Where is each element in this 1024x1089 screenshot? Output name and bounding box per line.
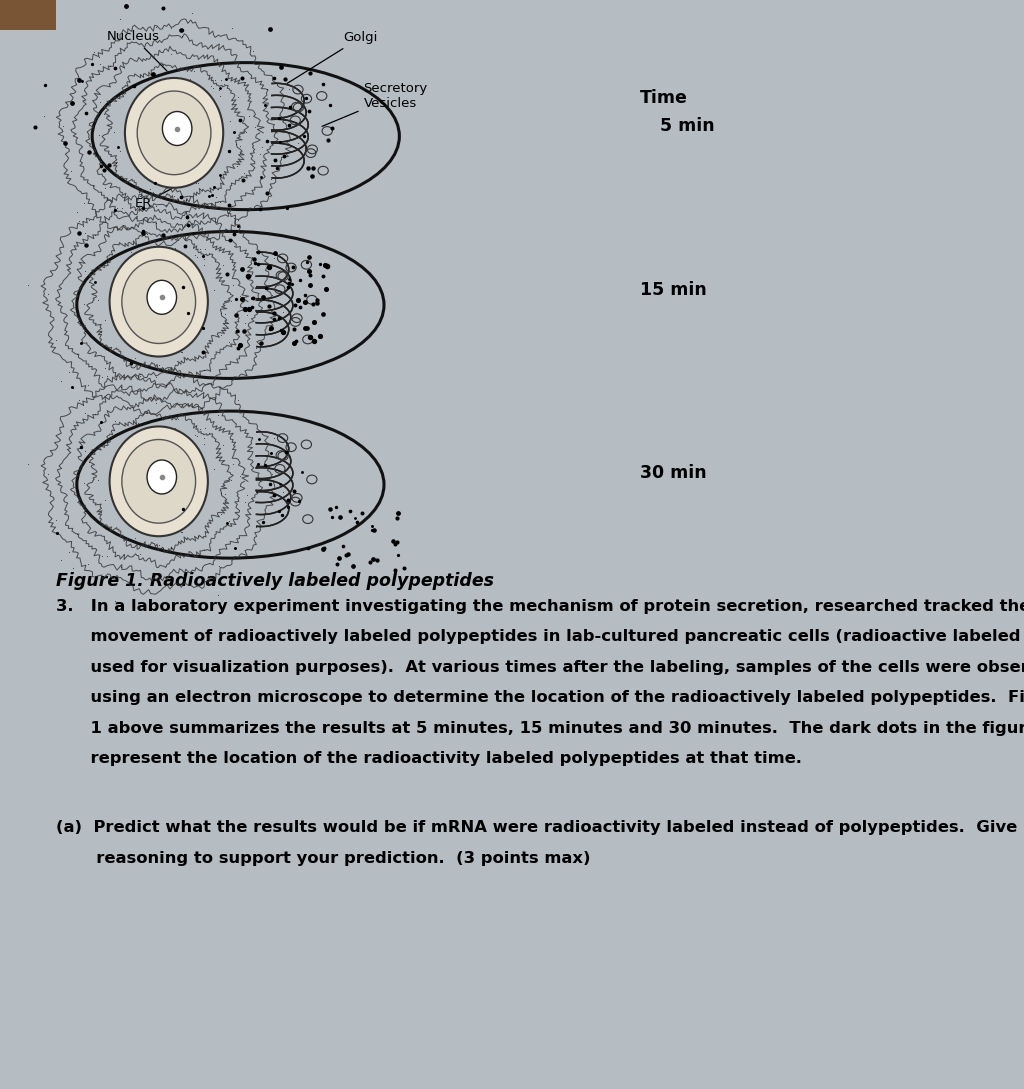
Text: 5 min: 5 min <box>660 117 715 135</box>
Ellipse shape <box>147 280 176 315</box>
Ellipse shape <box>122 260 196 343</box>
Text: used for visualization purposes).  At various times after the labeling, samples : used for visualization purposes). At var… <box>56 660 1024 675</box>
Text: Nucleus: Nucleus <box>106 30 167 71</box>
Ellipse shape <box>110 247 208 356</box>
Ellipse shape <box>122 440 196 523</box>
Text: ER: ER <box>135 188 172 210</box>
Text: Figure 1. Radioactively labeled polypeptides: Figure 1. Radioactively labeled polypept… <box>56 572 495 590</box>
Ellipse shape <box>125 78 223 187</box>
Text: represent the location of the radioactivity labeled polypeptides at that time.: represent the location of the radioactiv… <box>56 751 802 767</box>
Text: Time: Time <box>640 89 688 108</box>
Text: 1 above summarizes the results at 5 minutes, 15 minutes and 30 minutes.  The dar: 1 above summarizes the results at 5 minu… <box>56 721 1024 736</box>
Text: 30 min: 30 min <box>640 464 707 482</box>
Text: (a)  Predict what the results would be if mRNA were radioactivity labeled instea: (a) Predict what the results would be if… <box>56 820 1018 835</box>
Text: 3.   In a laboratory experiment investigating the mechanism of protein secretion: 3. In a laboratory experiment investigat… <box>56 599 1024 614</box>
Ellipse shape <box>137 91 211 174</box>
Text: reasoning to support your prediction.  (3 points max): reasoning to support your prediction. (3… <box>56 851 591 866</box>
FancyBboxPatch shape <box>0 0 56 30</box>
Text: 15 min: 15 min <box>640 281 707 299</box>
Text: using an electron microscope to determine the location of the radioactively labe: using an electron microscope to determin… <box>56 690 1024 706</box>
Ellipse shape <box>110 427 208 536</box>
Ellipse shape <box>147 460 176 494</box>
Text: Secretory
Vesicles: Secretory Vesicles <box>323 82 428 126</box>
Text: Golgi: Golgi <box>287 32 378 84</box>
Ellipse shape <box>163 111 191 146</box>
Text: movement of radioactively labeled polypeptides in lab-cultured pancreatic cells : movement of radioactively labeled polype… <box>56 629 1024 645</box>
